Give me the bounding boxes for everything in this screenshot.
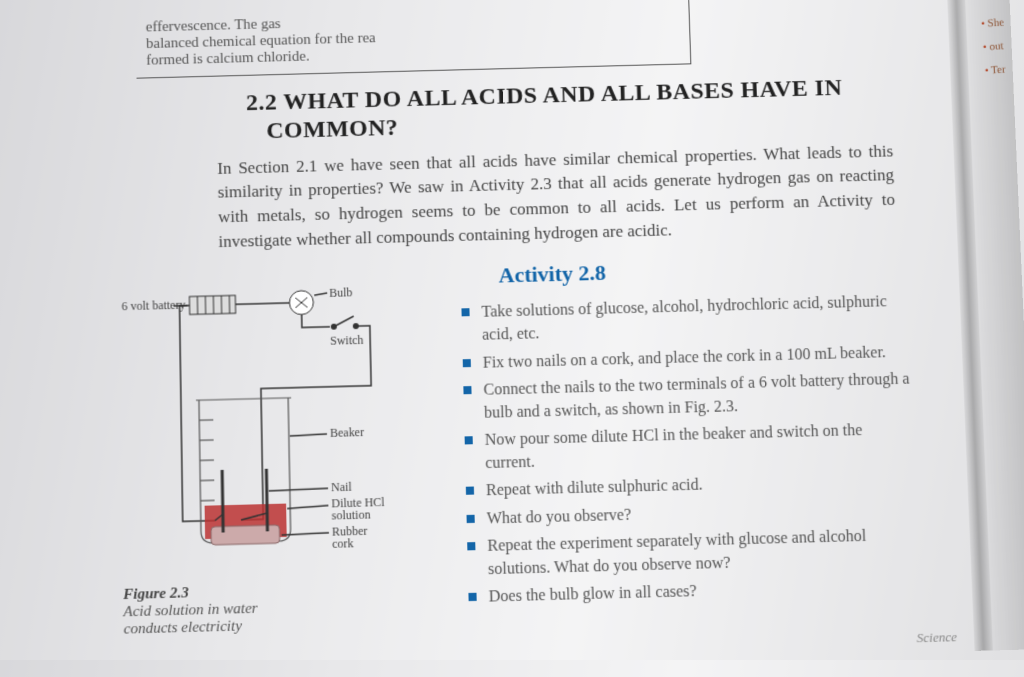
beaker-label: Beaker	[330, 425, 364, 440]
activity-title: Activity 2.8	[498, 252, 908, 288]
section-title-line1: WHAT DO ALL ACIDS AND ALL BASES HAVE IN	[283, 75, 843, 115]
figure-caption: Figure 2.3 Acid solution in water conduc…	[123, 579, 437, 639]
section-body: In Section 2.1 we have seen that all aci…	[217, 139, 896, 254]
activity-item: Connect the nails to the two terminals o…	[461, 367, 913, 425]
figure-column: 6 volt battery Bulb Switch	[119, 265, 437, 639]
activity-item: Now pour some dilute HCl in the beaker a…	[462, 418, 915, 476]
activity-item: Repeat the experiment separately with gl…	[465, 523, 920, 582]
section-number: 2.2	[246, 90, 278, 116]
section-heading: 2.2 WHAT DO ALL ACIDS AND ALL BASES HAVE…	[266, 73, 902, 146]
nail-label: Nail	[331, 480, 353, 495]
cork-label: cork	[332, 536, 354, 551]
switch-label: Switch	[330, 333, 364, 348]
activity-column: Activity 2.8 Take solutions of glucose, …	[458, 252, 921, 630]
example-box: effervescence. The gas balanced chemical…	[136, 0, 692, 79]
activity-item: Take solutions of glucose, alcohol, hydr…	[459, 290, 910, 348]
margin-note: She	[980, 11, 1005, 36]
activity-list: Take solutions of glucose, alcohol, hydr…	[459, 290, 921, 610]
margin-note: out	[982, 34, 1007, 59]
bulb-label: Bulb	[329, 285, 353, 300]
apparatus-diagram: 6 volt battery Bulb Switch	[119, 265, 435, 574]
solution-label-2: solution	[331, 507, 370, 522]
footer-text: Science	[916, 629, 957, 646]
section-title-line2: COMMON?	[266, 115, 398, 144]
margin-note: Ter	[984, 58, 1009, 83]
